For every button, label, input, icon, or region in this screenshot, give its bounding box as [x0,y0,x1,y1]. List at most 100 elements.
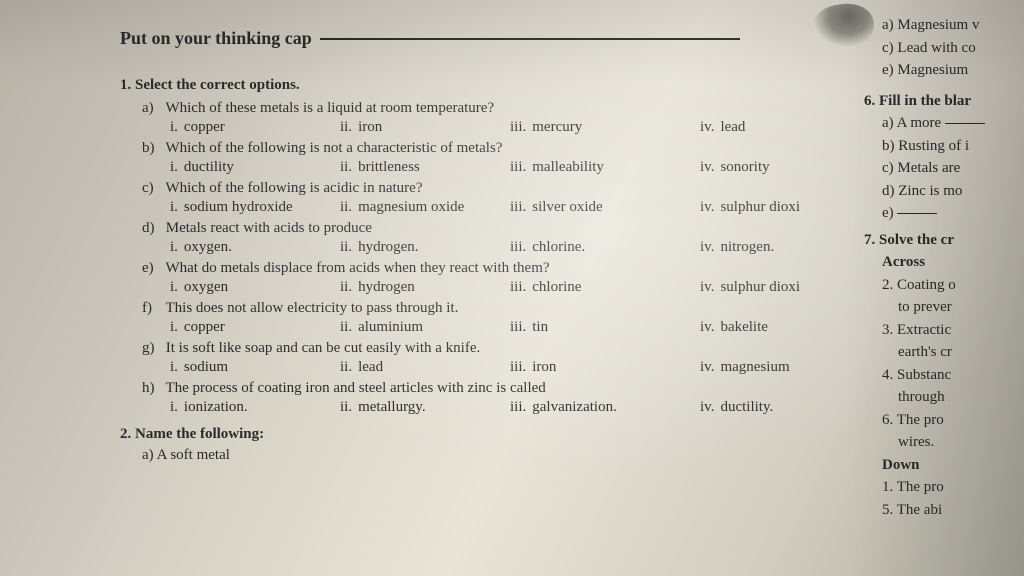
question-2: 2. Name the following: [120,426,860,443]
rc-q6c: c) Metals are [864,157,1024,180]
q1b-opt-iii: iii.malleability [510,159,700,176]
q1f: f) This does not allow electricity to pa… [142,300,860,317]
rc-c4: 4. Substanc [864,364,1024,387]
section-heading-row: Put on your thinking cap [120,28,860,49]
q2-stem: Name the following: [135,426,264,442]
q1g-letter: g) [142,340,162,357]
rc-q6a: a) A more [864,112,1024,135]
question-1: 1. Select the correct options. [120,77,860,94]
q1d: d) Metals react with acids to produce [142,220,860,237]
rc-q6: 6. Fill in the blar [864,90,1024,113]
q1a-opt-iii: iii.mercury [510,119,700,136]
section-heading: Put on your thinking cap [120,28,312,49]
q1e-opt-ii: ii.hydrogen [340,279,510,296]
textbook-page: Put on your thinking cap 1. Select the c… [0,0,1024,576]
q1g: g) It is soft like soap and can be cut e… [142,340,860,357]
q1h-opt-iv: iv.ductility. [700,399,850,416]
q1a-opt-i: i.copper [170,119,340,136]
q1b-letter: b) [142,140,162,157]
q1e-opt-iii: iii.chlorine [510,279,700,296]
rc-across: Across [864,251,1024,274]
q1f-opt-ii: ii.aluminium [340,319,510,336]
q2-number: 2. [120,426,131,442]
q1e-opt-i: i.oxygen [170,279,340,296]
rc-q7: 7. Solve the cr [864,229,1024,252]
q1f-options: i.copper ii.aluminium iii.tin iv.bakelit… [170,319,860,336]
q1a-letter: a) [142,100,162,117]
q1h-letter: h) [142,380,162,397]
rc-line-mag-v: a) Magnesium v [864,14,1024,37]
q1h-opt-iii: iii.galvanization. [510,399,700,416]
q1b-options: i.ductility ii.brittleness iii.malleabil… [170,159,860,176]
q1d-opt-iii: iii.chlorine. [510,239,700,256]
q1a: a) Which of these metals is a liquid at … [142,100,860,117]
q1d-opt-ii: ii.hydrogen. [340,239,510,256]
q1c-opt-iii: iii.silver oxide [510,199,700,216]
rc-c6: 6. The pro [864,409,1024,432]
blank-line-icon [897,213,937,214]
q1c-letter: c) [142,180,162,197]
rc-line-mag: e) Magnesium [864,59,1024,82]
q1b-opt-iv: iv.sonority [700,159,850,176]
q1e-letter: e) [142,260,162,277]
right-column-cutoff: a) Magnesium v c) Lead with co e) Magnes… [864,14,1024,521]
q2a-letter: a) [142,447,154,463]
main-column: Put on your thinking cap 1. Select the c… [120,28,860,464]
q1e: e) What do metals displace from acids wh… [142,260,860,277]
q1d-text: Metals react with acids to produce [166,220,372,236]
q1f-text: This does not allow electricity to pass … [165,300,458,316]
q1h: h) The process of coating iron and steel… [142,380,860,397]
rc-c2: 2. Coating o [864,274,1024,297]
q1b: b) Which of the following is not a chara… [142,140,860,157]
q1h-text: The process of coating iron and steel ar… [165,380,545,396]
q1f-opt-iii: iii.tin [510,319,700,336]
q1g-opt-ii: ii.lead [340,359,510,376]
q1g-text: It is soft like soap and can be cut easi… [166,340,481,356]
rc-c4b: through [864,386,1024,409]
q1c: c) Which of the following is acidic in n… [142,180,860,197]
rc-line-lead: c) Lead with co [864,37,1024,60]
q1e-opt-iv: iv.sulphur dioxi [700,279,850,296]
q2a: a) A soft metal [142,447,860,464]
q1b-text: Which of the following is not a characte… [165,140,502,156]
q1e-text: What do metals displace from acids when … [165,260,549,276]
q1-stem: Select the correct options. [135,77,300,93]
q1g-opt-i: i.sodium [170,359,340,376]
q2a-text: A soft metal [157,447,230,463]
q1c-opt-ii: ii.magnesium oxide [340,199,510,216]
rc-c3: 3. Extractic [864,319,1024,342]
q1a-opt-iv: iv.lead [700,119,850,136]
q1e-options: i.oxygen ii.hydrogen iii.chlorine iv.sul… [170,279,860,296]
q1a-options: i.copper ii.iron iii.mercury iv.lead [170,119,860,136]
rc-q6d: d) Zinc is mo [864,180,1024,203]
q1d-opt-i: i.oxygen. [170,239,340,256]
q1d-options: i.oxygen. ii.hydrogen. iii.chlorine. iv.… [170,239,860,256]
rc-c2b: to prever [864,296,1024,319]
heading-rule [320,38,740,40]
q1b-opt-i: i.ductility [170,159,340,176]
q1a-opt-ii: ii.iron [340,119,510,136]
q1c-text: Which of the following is acidic in natu… [165,180,422,196]
q1c-opt-iv: iv.sulphur dioxi [700,199,850,216]
rc-c3b: earth's cr [864,341,1024,364]
rc-spacer-1 [864,82,1024,90]
q1h-opt-i: i.ionization. [170,399,340,416]
rc-down: Down [864,454,1024,477]
rc-c6b: wires. [864,431,1024,454]
q1f-opt-iv: iv.bakelite [700,319,850,336]
q1g-options: i.sodium ii.lead iii.iron iv.magnesium [170,359,860,376]
rc-d1: 1. The pro [864,476,1024,499]
q1-number: 1. [120,77,131,93]
q1d-opt-iv: iv.nitrogen. [700,239,850,256]
q1g-opt-iv: iv.magnesium [700,359,850,376]
q1c-opt-i: i.sodium hydroxide [170,199,340,216]
q1f-letter: f) [142,300,162,317]
rc-q6b: b) Rusting of i [864,135,1024,158]
q1g-opt-iii: iii.iron [510,359,700,376]
q1f-opt-i: i.copper [170,319,340,336]
q1b-opt-ii: ii.brittleness [340,159,510,176]
q1h-opt-ii: ii.metallurgy. [340,399,510,416]
q1h-options: i.ionization. ii.metallurgy. iii.galvani… [170,399,860,416]
q1a-text: Which of these metals is a liquid at roo… [165,100,494,116]
q1d-letter: d) [142,220,162,237]
